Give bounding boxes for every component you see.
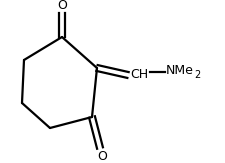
Text: 2: 2 bbox=[194, 70, 200, 80]
Text: O: O bbox=[97, 150, 107, 163]
Text: NMe: NMe bbox=[166, 65, 194, 77]
Text: CH: CH bbox=[130, 67, 148, 81]
Text: O: O bbox=[57, 0, 67, 12]
